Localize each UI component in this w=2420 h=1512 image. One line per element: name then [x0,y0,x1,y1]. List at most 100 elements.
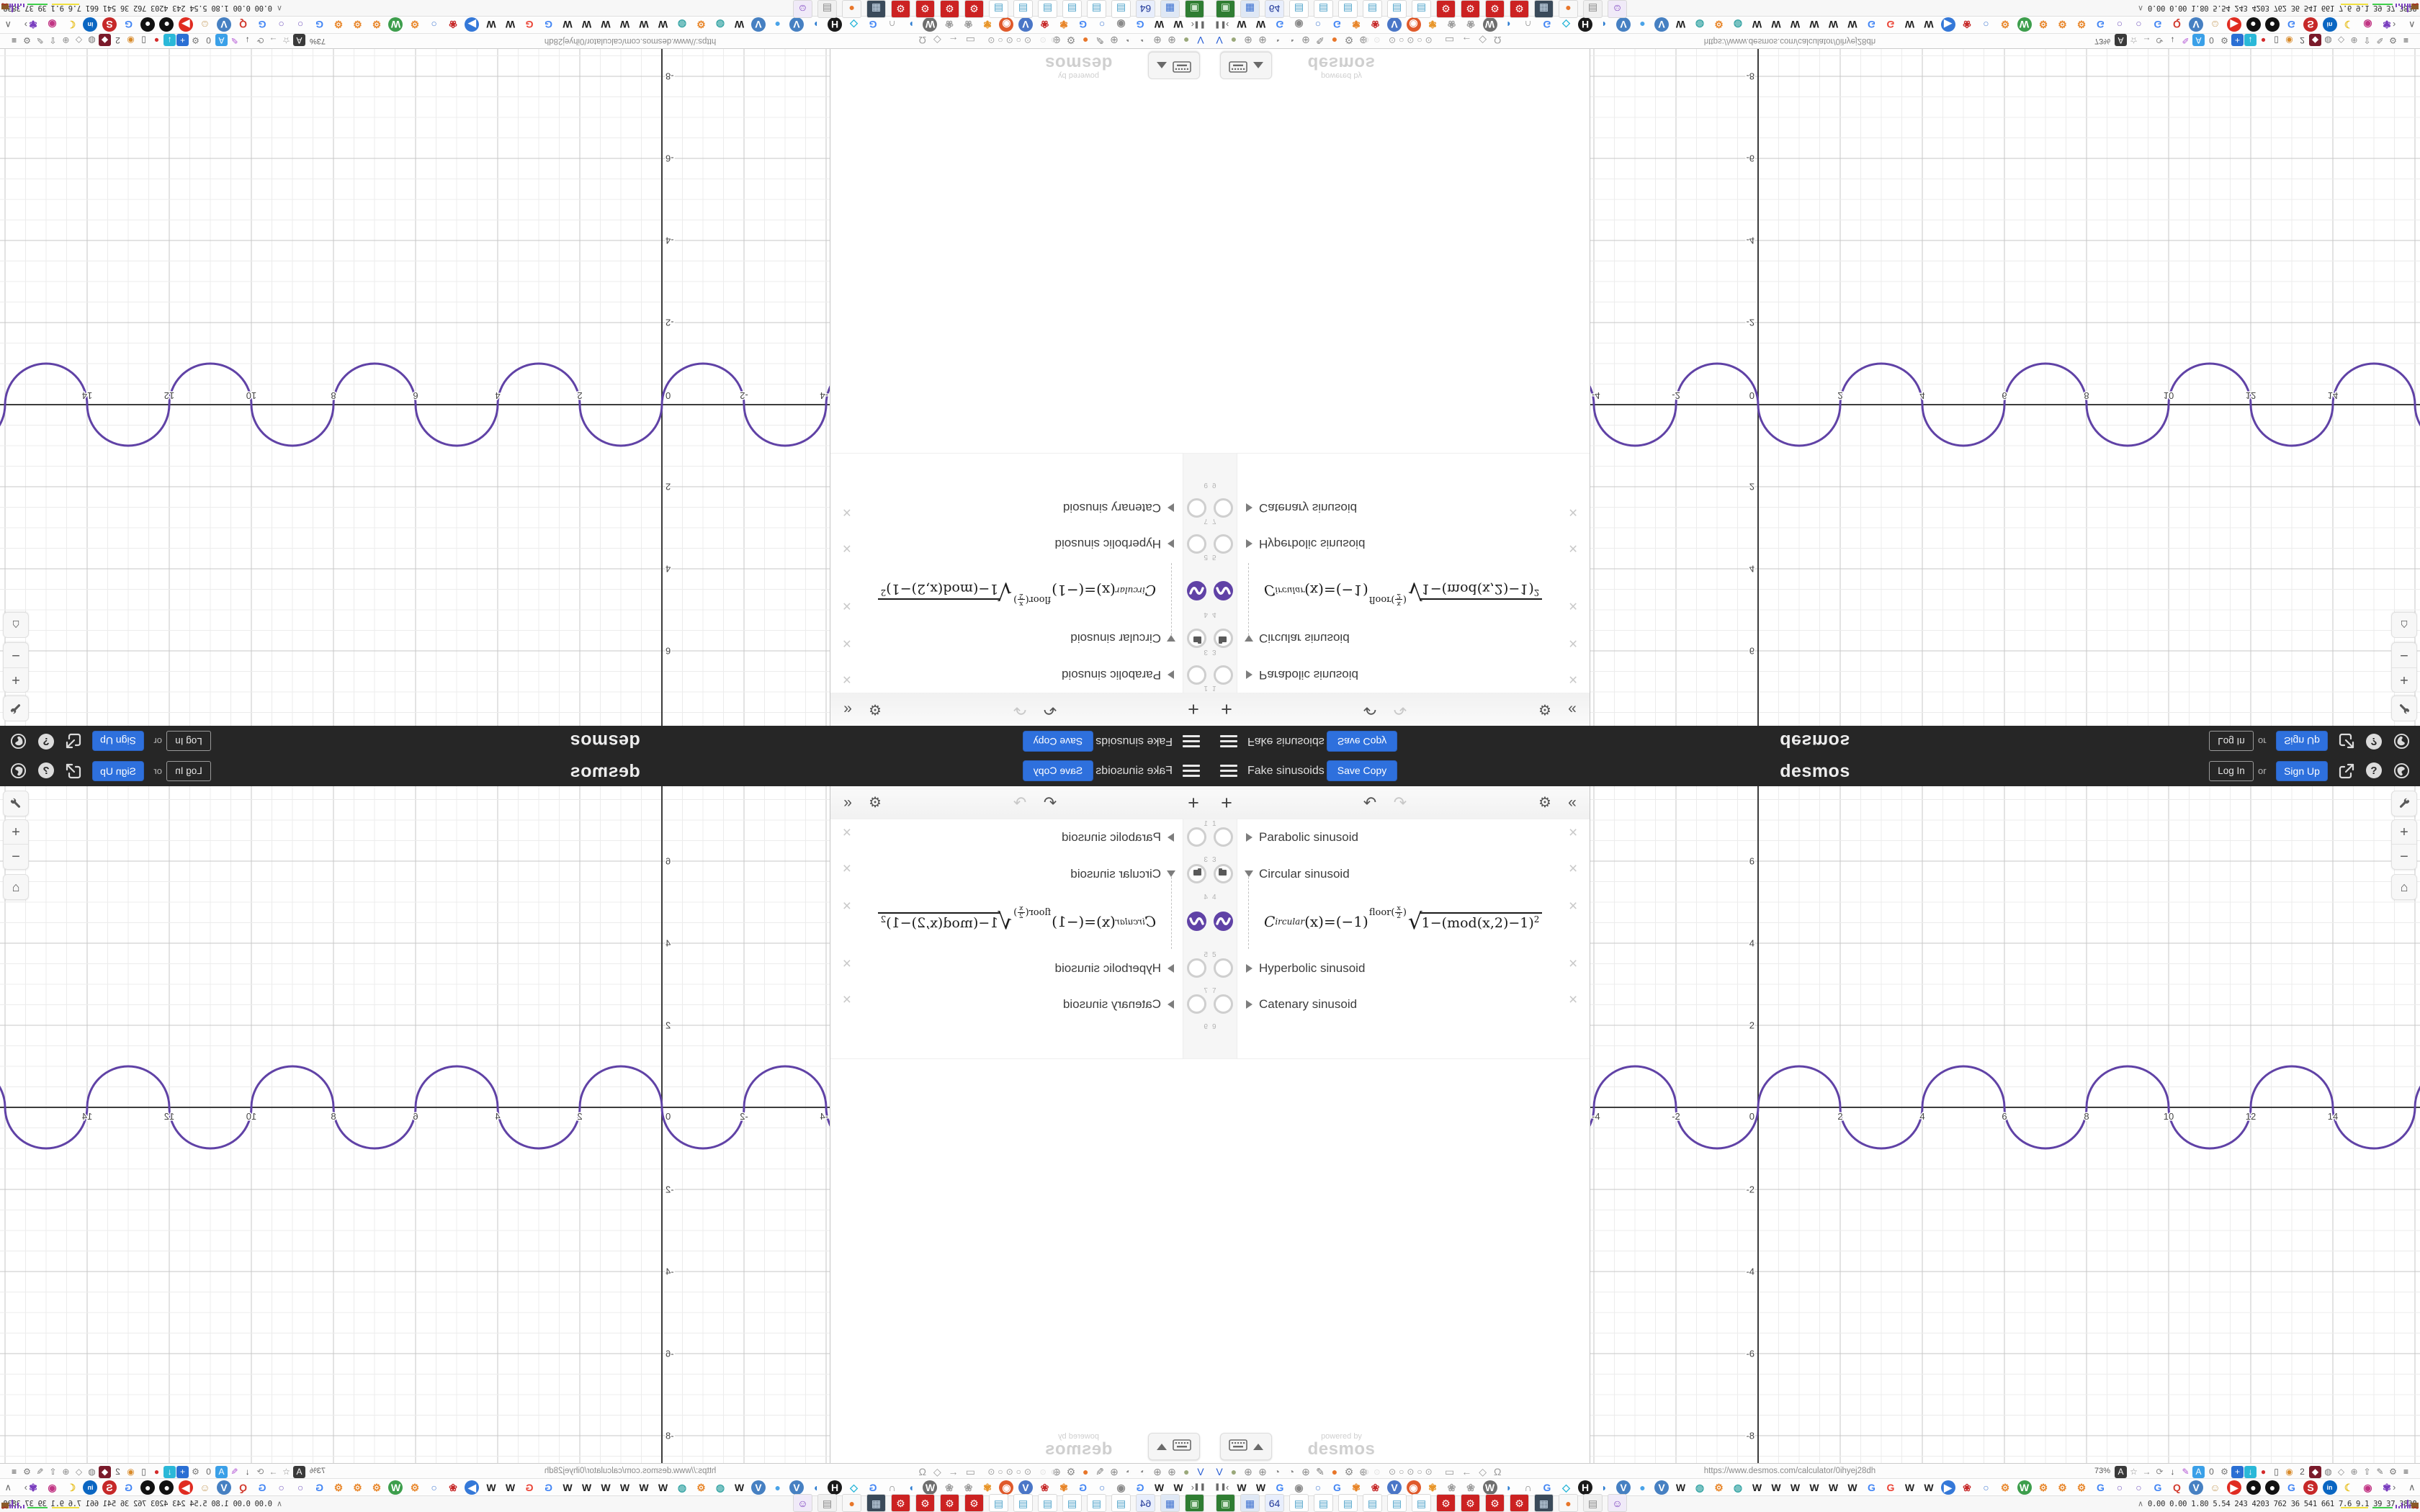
tab-favicon[interactable]: ∩ [888,19,896,30]
extension-icon[interactable]: ● [1230,1466,1237,1477]
taskbar-app-icon[interactable]: ▤ [817,0,837,18]
tab-favicon[interactable]: W [734,19,745,30]
tab-favicon[interactable]: ○ [431,19,437,30]
zoom-out-button[interactable]: − [2400,647,2408,663]
extension-icon[interactable]: ◔ [1273,1466,1281,1477]
expression-row-empty[interactable]: 9 [830,1022,1210,1059]
tab-favicon[interactable]: ❀ [1371,19,1380,30]
tab-favicon[interactable]: ◇ [850,1482,858,1493]
folder-toggle-icon[interactable] [1214,665,1233,685]
tab-favicon[interactable]: ☾ [66,1482,76,1493]
browser-action-icon[interactable]: ▯ [2274,35,2279,46]
tab-favicon[interactable]: W [734,1482,745,1493]
tab-favicon[interactable]: ☾ [2344,19,2354,30]
tab-favicon[interactable]: G [258,19,266,30]
tab-favicon[interactable]: in [2322,1480,2337,1495]
tab-favicon[interactable]: W [1255,1482,1266,1493]
tab-favicon[interactable]: ○ [2116,1482,2123,1493]
tab-favicon[interactable]: W [2017,17,2032,32]
tab-favicon[interactable]: W [1237,19,1247,30]
taskbar-app-icon[interactable]: ☺ [1608,0,1627,18]
tab-favicon[interactable]: V [789,1480,804,1495]
tab-favicon[interactable]: W [1752,19,1762,30]
folder-label[interactable]: Hyperbolic sinusoid [1259,961,1366,975]
folder-toggle-icon[interactable] [1187,629,1206,648]
tab-favicon[interactable]: ◉ [999,17,1014,32]
tab-favicon[interactable]: G [2287,19,2295,30]
close-row-icon[interactable]: × [842,598,851,614]
extension-icon[interactable]: ⚙ [1066,1466,1076,1477]
help-icon[interactable]: ? [2366,762,2383,780]
folder-label[interactable]: Catenary sinusoid [1259,501,1358,515]
edit-list-gear-button[interactable]: ⚙ [869,795,882,811]
taskbar-app-icon[interactable]: ▤ [1387,1494,1407,1512]
tab-favicon[interactable]: W [1924,1482,1934,1493]
tab-favicon[interactable]: ● [2246,17,2261,32]
tab-favicon[interactable]: W [1154,1482,1165,1493]
tab-favicon[interactable]: W [2017,1480,2032,1495]
browser-action-icon[interactable]: ⇧ [2363,35,2371,46]
browser-action-icon[interactable]: ◇ [2337,1466,2345,1477]
tab-favicon[interactable]: ◗ [908,1482,915,1493]
tab-favicon[interactable]: W [923,17,938,32]
tab-favicon[interactable]: W [1482,1480,1497,1495]
tab-favicon[interactable]: ⚙ [2058,1482,2067,1493]
zoom-in-button[interactable]: + [4,820,28,845]
close-row-icon[interactable]: × [842,540,851,557]
expression-row-folder[interactable]: 7 Catenary sinusoid × [1210,986,1590,1023]
tab-favicon[interactable]: G [315,19,323,30]
tab-favicon[interactable]: ❀ [1040,19,1049,30]
graph-settings-wrench-button[interactable] [2391,696,2417,721]
browser-action-icon[interactable]: ⊕ [2350,35,2358,46]
expression-row-folder[interactable]: 5 Hyperbolic sinusoid × [1210,950,1590,987]
expression-row-folder[interactable]: 1 Parabolic sinusoid × [830,819,1210,856]
collapse-panel-button[interactable]: « [843,701,852,718]
tab-favicon[interactable]: Q [239,19,247,30]
tab-favicon[interactable]: ❀ [449,19,457,30]
pause-tabs-icon[interactable]: ❚❚ [1214,21,1227,29]
tab-favicon[interactable]: W [563,19,573,30]
sign-up-button[interactable]: Sign Up [2276,731,2328,751]
save-copy-button[interactable]: Save Copy [1327,760,1397,781]
browser-action-icon[interactable]: ● [153,35,160,46]
browser-action-icon[interactable]: ↓ [2244,1465,2257,1478]
taskbar-app-icon[interactable]: 64 [1265,0,1284,18]
tab-favicon[interactable]: G [544,19,552,30]
browser-action-icon[interactable]: ↓ [163,1465,176,1478]
tab-favicon[interactable]: W [1154,19,1165,30]
tab-favicon[interactable]: G [1333,19,1341,30]
tab-favicon[interactable]: W [1790,1482,1801,1493]
taskbar-app-icon[interactable]: ☺ [1608,1494,1627,1512]
zoom-out-button[interactable]: − [2400,849,2408,865]
taskbar-app-icon[interactable]: ▣ [1216,1494,1235,1512]
browser-action-icon[interactable]: 2 [2300,1466,2305,1477]
taskbar-app-icon[interactable]: ▤ [1314,0,1333,18]
tab-favicon[interactable]: ● [159,17,174,32]
scroll-tabs-left-icon[interactable]: ‹ [1226,19,1229,30]
scroll-tabs-right-icon[interactable]: › [2393,19,2396,30]
scroll-tabs-left-icon[interactable]: ‹ [1191,19,1194,30]
taskbar-app-icon[interactable]: ☺ [793,0,812,18]
tab-favicon[interactable]: ❀ [945,1482,954,1493]
tab-favicon[interactable]: ☺ [2210,19,2220,30]
taskbar-app-icon[interactable]: ▤ [1062,0,1082,18]
tab-favicon[interactable]: H [828,17,842,32]
tab-favicon[interactable]: ◗ [1601,1482,1608,1493]
browser-action-icon[interactable]: ↓ [163,34,176,47]
page-zoom-level[interactable]: 73% [309,1467,326,1475]
browser-action-icon[interactable]: ✎ [2376,1466,2384,1477]
tab-favicon[interactable]: ◗ [1505,19,1512,30]
extension-icon[interactable]: ✎ [1316,1466,1325,1477]
browser-action-icon[interactable]: A [215,34,228,47]
close-row-icon[interactable]: × [1569,824,1578,841]
tab-favicon[interactable]: ◍ [1695,1482,1705,1493]
browser-action-icon[interactable]: A [215,1465,228,1478]
folder-toggle-icon[interactable] [1214,958,1233,978]
taskbar-app-icon[interactable]: ⚙ [964,1494,984,1512]
tab-favicon[interactable]: W [1173,1482,1183,1493]
taskbar-app-icon[interactable]: ⚙ [1510,1494,1529,1512]
extension-icon[interactable]: ◔ [1139,1466,1147,1477]
tab-favicon[interactable]: ☺ [200,19,210,30]
default-viewport-home-button[interactable]: ⌂ [2391,612,2417,638]
browser-action-icon[interactable]: ▯ [2274,1466,2279,1477]
